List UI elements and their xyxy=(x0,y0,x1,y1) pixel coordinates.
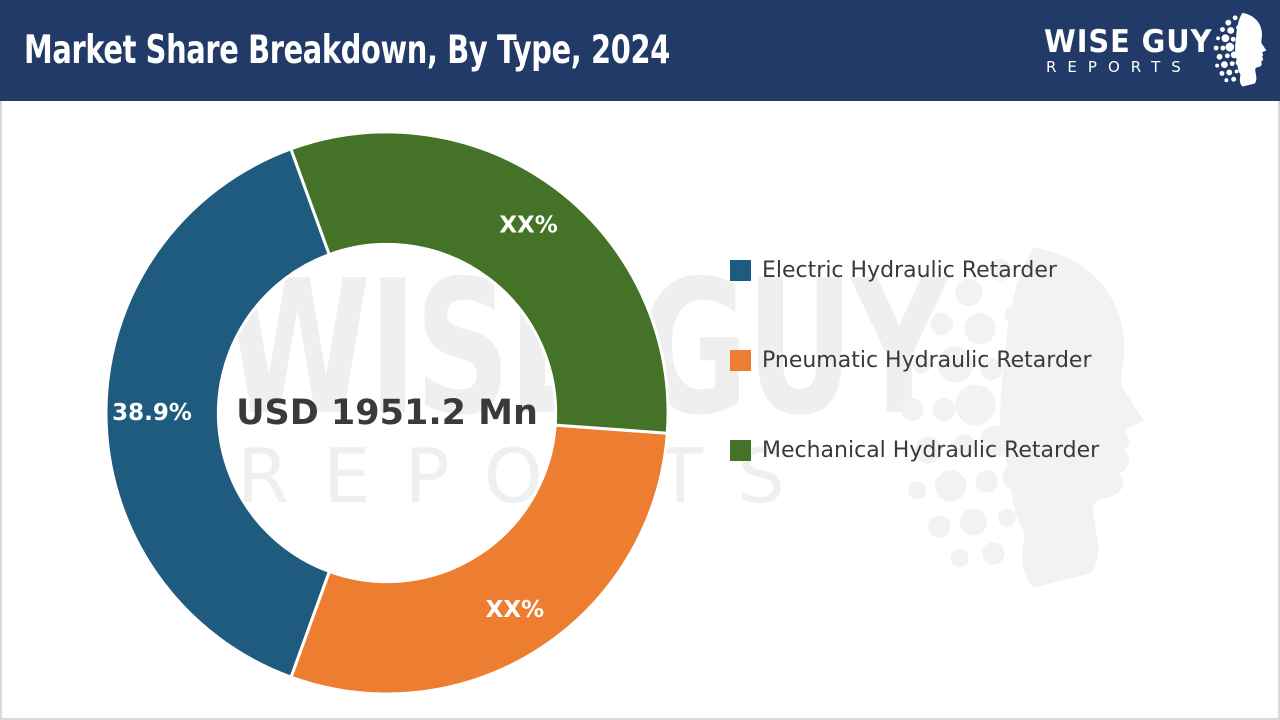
legend-label: Electric Hydraulic Retarder xyxy=(762,257,1057,283)
chart-area: WISE GUY REPORTS 38.9% XX% XX% USD 1951.2 … xyxy=(0,101,1280,720)
legend-item-electric: Electric Hydraulic Retarder xyxy=(730,255,1099,285)
wiseguy-face-icon xyxy=(1213,12,1267,87)
logo-subtext: REPORTS xyxy=(1046,58,1192,76)
legend-item-pneumatic: Pneumatic Hydraulic Retarder xyxy=(730,345,1099,375)
header: Market Share Breakdown, By Type, 2024 WI… xyxy=(0,0,1280,101)
legend-swatch-mechanical xyxy=(730,439,751,461)
legend-label: Mechanical Hydraulic Retarder xyxy=(762,437,1100,463)
legend: Electric Hydraulic Retarder Pneumatic Hy… xyxy=(730,255,1099,465)
legend-item-mechanical: Mechanical Hydraulic Retarder xyxy=(730,435,1099,465)
donut-chart: 38.9% XX% XX% xyxy=(104,130,670,696)
segment-value-label: 38.9% xyxy=(112,400,192,426)
legend-label: Pneumatic Hydraulic Retarder xyxy=(762,347,1092,373)
legend-swatch-pneumatic xyxy=(730,349,751,371)
donut-segment-mechanical-hydraulic-retarder xyxy=(288,130,670,435)
logo-wordmark: WISE GUY xyxy=(1044,24,1213,60)
segment-value-label: XX% xyxy=(499,213,558,239)
legend-swatch-electric xyxy=(730,259,751,281)
chart-center-value: USD 1951.2 Mn xyxy=(236,393,538,433)
page-title: Market Share Breakdown, By Type, 2024 xyxy=(24,28,670,73)
segment-value-label: XX% xyxy=(486,597,545,623)
watermark-subtext: REPORTS xyxy=(237,432,819,520)
wiseguy-logo: WISE GUY REPORTS xyxy=(1030,8,1272,94)
donut-segment-electric-hydraulic-retarder xyxy=(104,146,332,680)
donut-segment-pneumatic-hydraulic-retarder xyxy=(289,423,669,696)
